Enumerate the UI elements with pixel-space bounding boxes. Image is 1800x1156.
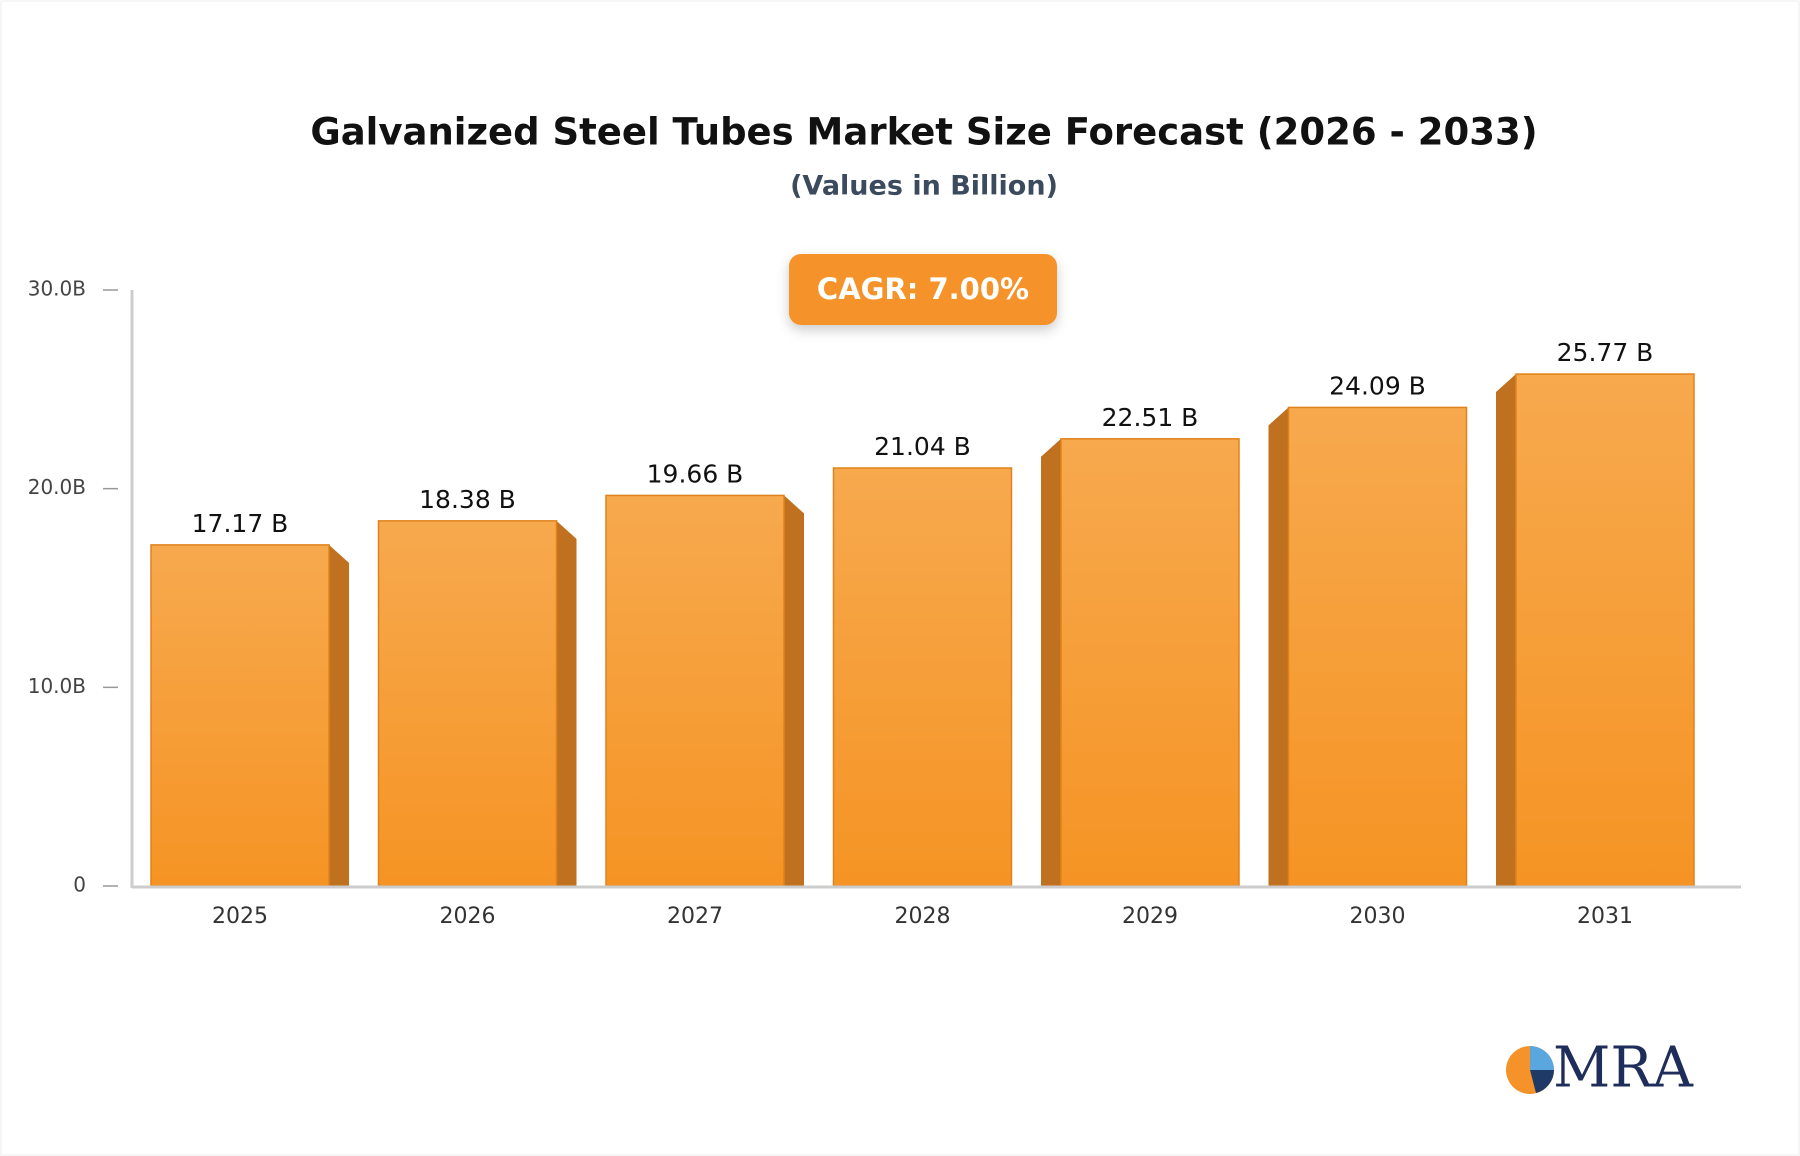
x-tick-label: 2030 bbox=[1350, 904, 1406, 929]
cagr-badge bbox=[789, 254, 1057, 325]
bar-side bbox=[1496, 374, 1516, 886]
bar bbox=[377, 520, 558, 887]
bar-side bbox=[1268, 407, 1289, 886]
value-label: 17.17 B bbox=[192, 509, 289, 538]
value-label: 22.51 B bbox=[1102, 403, 1199, 432]
bar-side bbox=[784, 495, 804, 886]
value-label: 24.09 B bbox=[1329, 371, 1426, 400]
bar bbox=[605, 494, 785, 887]
bar-side bbox=[1041, 438, 1061, 886]
logo-icon-part bbox=[1530, 1046, 1554, 1070]
y-tick-label: 10.0B bbox=[28, 674, 86, 698]
x-tick-label: 2031 bbox=[1577, 904, 1633, 929]
x-tick-label: 2027 bbox=[667, 904, 723, 929]
bar-side bbox=[556, 520, 577, 886]
bar bbox=[1060, 438, 1240, 887]
bar bbox=[1515, 373, 1695, 887]
bar bbox=[832, 467, 1013, 887]
chart-title: Galvanized Steel Tubes Market Size Forec… bbox=[310, 111, 1537, 154]
cagr-label: CAGR: 7.00% bbox=[817, 272, 1029, 306]
x-tick-label: 2029 bbox=[1122, 904, 1178, 929]
bar bbox=[1287, 406, 1468, 887]
bar bbox=[150, 544, 330, 887]
x-tick-label: 2025 bbox=[212, 904, 268, 929]
y-tick-label: 0 bbox=[73, 873, 86, 897]
bar-side bbox=[329, 544, 349, 886]
logo: MRA bbox=[1506, 1036, 1694, 1101]
x-tick-label: 2028 bbox=[895, 904, 951, 929]
x-tick-label: 2026 bbox=[440, 904, 496, 929]
value-label: 25.77 B bbox=[1557, 338, 1654, 367]
logo-icon-part bbox=[1530, 1070, 1554, 1093]
value-label: 21.04 B bbox=[874, 432, 971, 461]
logo-text: MRA bbox=[1553, 1036, 1694, 1101]
plot-area: 0 10.0B 20.0B 30.0B 17.17 B 2025 18.38 B 2026 19… bbox=[28, 277, 1741, 929]
chart-subtitle: (Values in Billion) bbox=[790, 171, 1058, 202]
y-tick-label: 20.0B bbox=[28, 475, 86, 499]
value-label: 18.38 B bbox=[419, 485, 516, 514]
y-tick-label: 30.0B bbox=[28, 277, 86, 301]
value-label: 19.66 B bbox=[647, 459, 744, 488]
